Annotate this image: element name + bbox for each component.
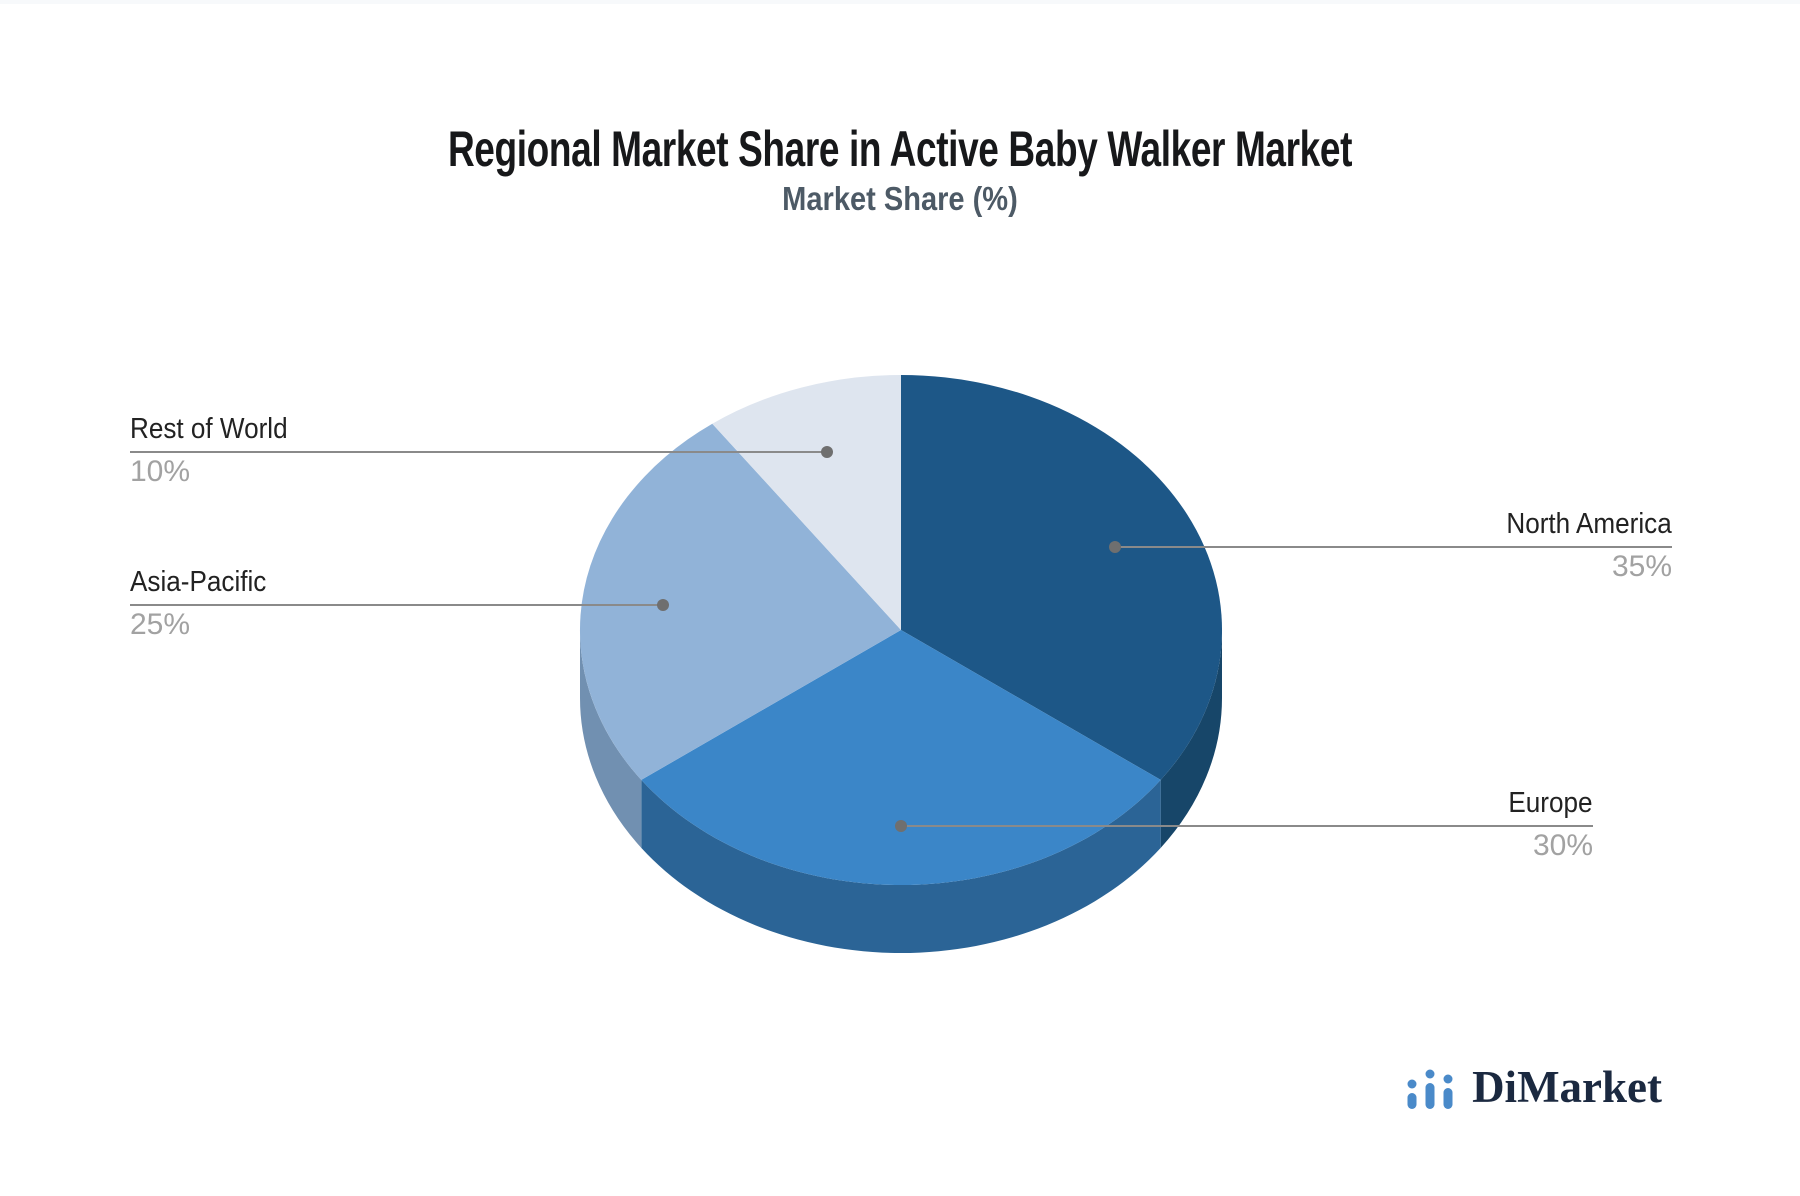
pct-rest-of-world: 10% [130,455,191,488]
connector-dot-rest-of-world [821,446,833,458]
pct-asia-pacific: 25% [130,608,191,641]
connector-dot-europe [895,820,907,832]
slice-asia-pacific[interactable] [579,423,901,780]
label-europe: Europe [1508,787,1593,819]
slice-europe[interactable] [641,630,1161,886]
slice-rest-of-world[interactable] [712,375,901,630]
chart-title: Regional Market Share in Active Baby Wal… [447,121,1353,177]
slice-side-asia-pacific[interactable] [580,630,642,848]
slice-side-europe[interactable] [641,779,1161,954]
slice-north-america[interactable] [901,375,1223,780]
label-north-america: North America [1506,508,1672,540]
connector-dot-asia-pacific [657,599,669,611]
logo-text: DiMarket [1472,1062,1662,1112]
dimarket-logo: DiMarket [1404,1063,1662,1111]
label-rest-of-world: Rest of World [130,413,288,445]
connector-dot-north-america [1109,541,1121,553]
slice-side-north-america[interactable] [1160,630,1222,848]
chart-subtitle: Market Share (%) [782,180,1018,217]
top-edge-strip [0,0,1800,4]
pct-europe: 30% [1532,829,1593,862]
bar-chart-logo-icon [1407,1069,1453,1109]
pct-north-america: 35% [1611,550,1672,583]
label-asia-pacific: Asia-Pacific [130,566,267,598]
